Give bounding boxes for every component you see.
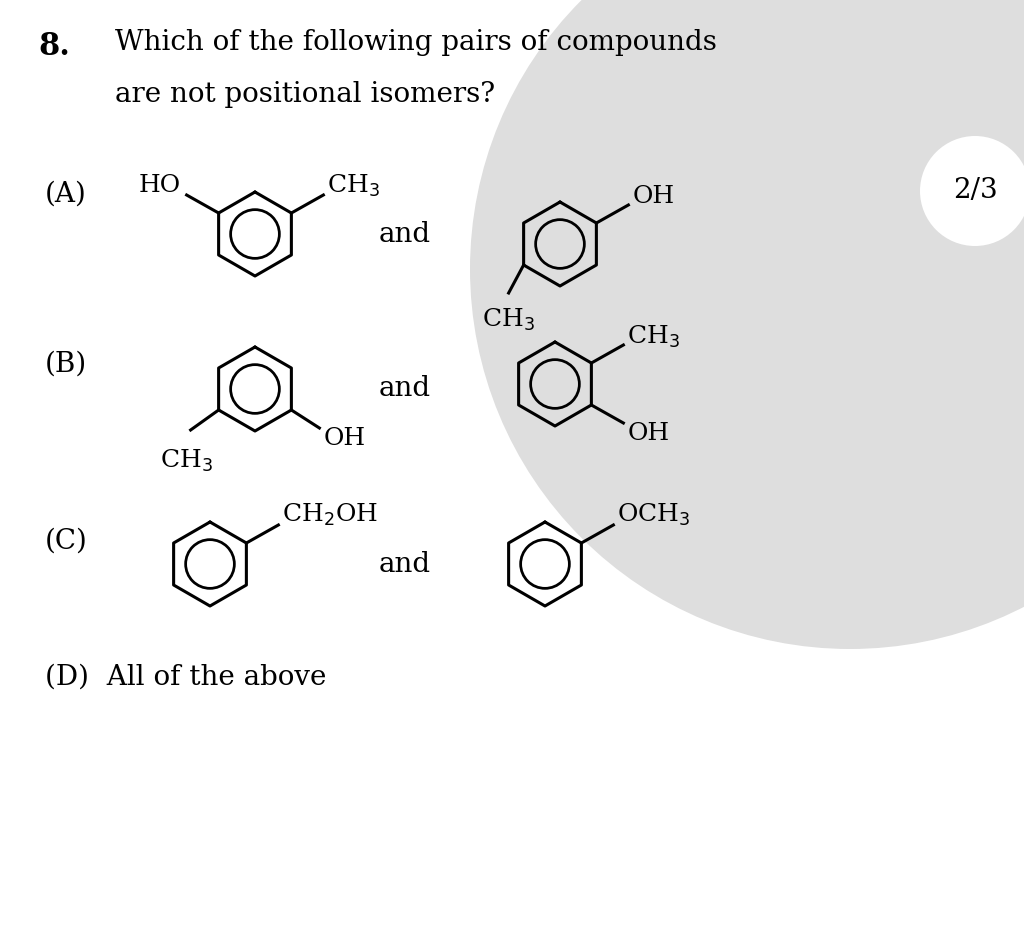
Text: CH$_3$: CH$_3$: [628, 324, 680, 350]
Text: (B): (B): [45, 350, 87, 378]
Text: Which of the following pairs of compounds: Which of the following pairs of compound…: [115, 29, 717, 56]
Text: and: and: [379, 220, 431, 248]
Text: (D)  All of the above: (D) All of the above: [45, 663, 327, 691]
Text: CH$_3$: CH$_3$: [482, 307, 536, 333]
Circle shape: [920, 136, 1024, 246]
Text: (A): (A): [45, 180, 87, 208]
Circle shape: [470, 0, 1024, 649]
Text: and: and: [379, 376, 431, 402]
Text: OH: OH: [633, 184, 675, 208]
Text: HO: HO: [138, 175, 180, 197]
Text: OCH$_3$: OCH$_3$: [617, 502, 691, 528]
Text: are not positional isomers?: are not positional isomers?: [115, 81, 496, 108]
Text: 2/3: 2/3: [952, 177, 997, 204]
Text: OH: OH: [324, 426, 366, 450]
Text: OH: OH: [628, 421, 670, 444]
Text: 8.: 8.: [38, 31, 70, 62]
Text: and: and: [379, 550, 431, 578]
Text: CH$_3$: CH$_3$: [160, 448, 213, 474]
Text: CH$_2$OH: CH$_2$OH: [283, 502, 378, 528]
Text: CH$_3$: CH$_3$: [328, 173, 380, 199]
Text: (C): (C): [45, 528, 88, 554]
